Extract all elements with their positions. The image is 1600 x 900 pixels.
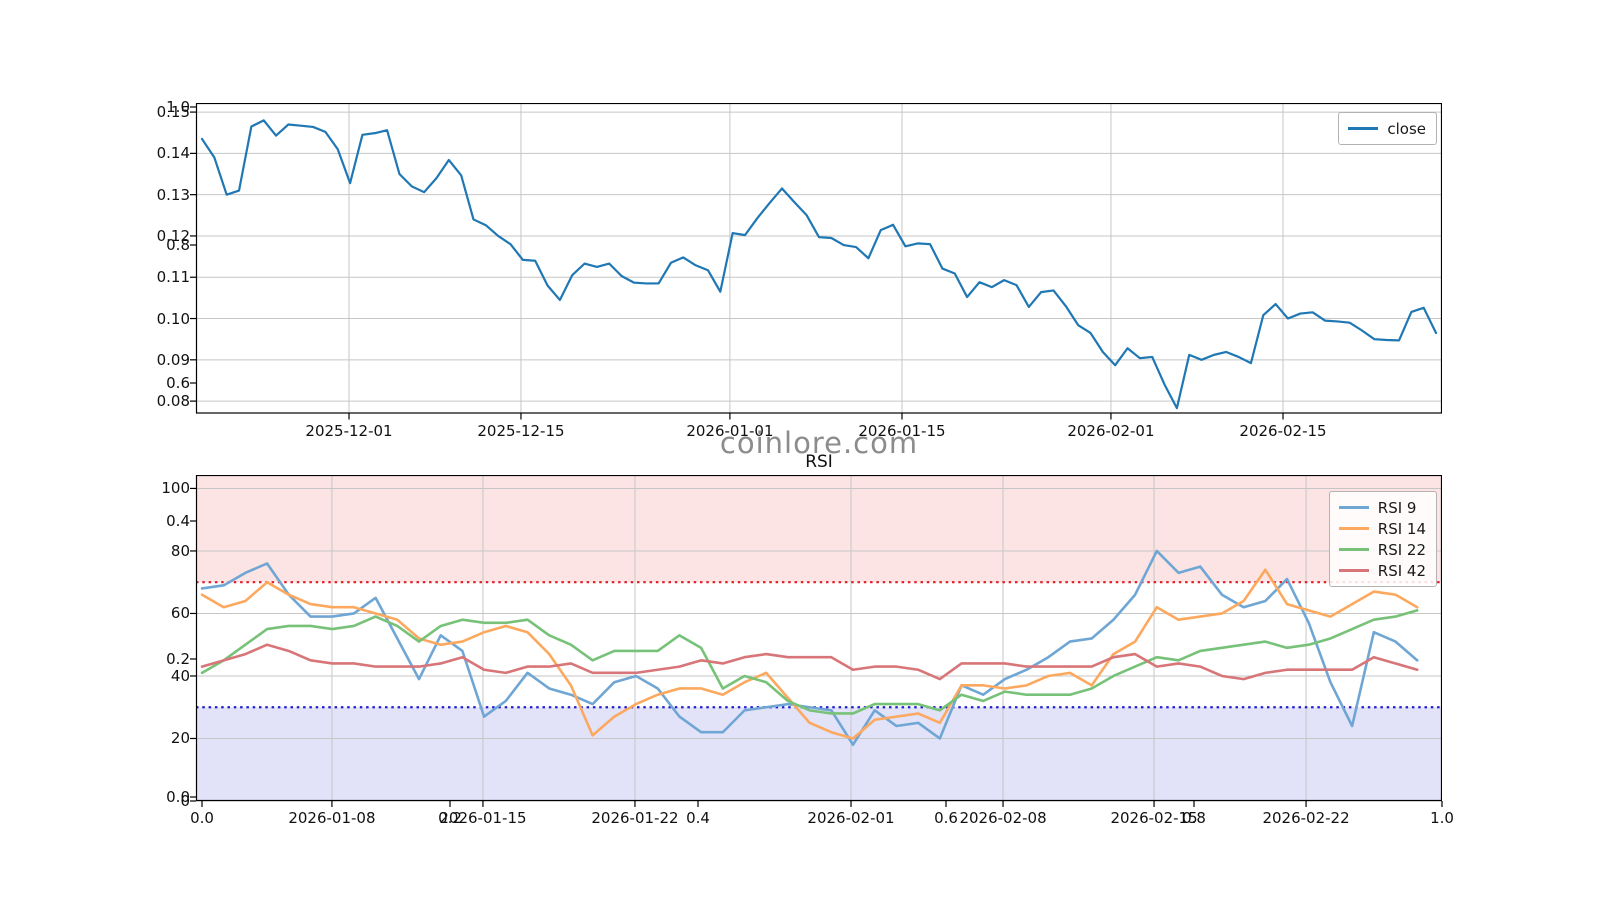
y-tick-label: 40 <box>170 666 190 685</box>
legend-label-close: close <box>1387 119 1426 138</box>
y-tick-label: 80 <box>170 541 190 560</box>
y-tick-label: 0 <box>180 792 190 810</box>
x-tick-label: 2026-02-22 <box>1262 809 1350 827</box>
legend-row: RSI 22 <box>1338 539 1426 560</box>
legend-row: RSI 9 <box>1338 497 1426 518</box>
x-tick-label: 2026-01-01 <box>686 421 774 440</box>
rsi14-line-swatch <box>1338 527 1369 530</box>
y-tick-label: 20 <box>170 729 190 748</box>
x-tick-label: 2026-02-08 <box>959 809 1047 827</box>
watermark: coinlore.com <box>719 426 919 460</box>
x-tick-label: 2025-12-01 <box>305 421 393 440</box>
figure-y-tick-label: 0.6 <box>166 374 190 392</box>
legend-row: close <box>1348 118 1426 139</box>
x-tick-label: 2026-02-01 <box>807 809 895 827</box>
figure-x-tick-label: 0.6 <box>934 809 958 827</box>
figure-y-tick-label: 1.0 <box>166 98 190 116</box>
figure-x-tick-label: 0.8 <box>1182 809 1206 827</box>
legend-label: RSI 22 <box>1377 540 1426 559</box>
y-tick-label: 0.09 <box>156 350 190 369</box>
price-chart-plot <box>190 103 1442 420</box>
y-tick-label: 0.14 <box>156 144 190 163</box>
y-tick-label: 0.10 <box>156 309 190 328</box>
close-line-swatch <box>1348 127 1379 130</box>
figure-x-tick-label: 0.4 <box>686 809 710 827</box>
figure-y-tick-label: 0.0 <box>166 788 190 806</box>
figure-x-tick-label: 1.0 <box>1430 809 1454 827</box>
legend-row: RSI 14 <box>1338 518 1426 539</box>
rsi9-line-swatch <box>1338 506 1369 509</box>
figure-y-tick-label: 0.4 <box>166 512 190 530</box>
x-tick-label: 2026-02-15 <box>1239 421 1327 440</box>
y-tick-label: 0.11 <box>156 268 190 287</box>
rsi-chart-title: RSI <box>805 452 833 472</box>
x-tick-label: 2026-02-01 <box>1067 421 1155 440</box>
x-tick-label: 2026-02-15 <box>1110 809 1198 827</box>
y-tick-label: 60 <box>170 604 190 623</box>
legend-label: RSI 14 <box>1377 519 1426 538</box>
rsi-chart-plot <box>190 475 1442 807</box>
x-tick-label: 2026-01-08 <box>288 809 376 827</box>
price-chart-legend: close <box>1338 112 1437 145</box>
figure-y-tick-label: 0.8 <box>166 236 190 254</box>
figure-y-tick-label: 0.2 <box>166 650 190 668</box>
y-tick-label: 0.08 <box>156 392 190 411</box>
figure-x-tick-label: 0.0 <box>190 809 214 827</box>
rsi42-line-swatch <box>1338 569 1369 572</box>
x-tick-label: 2026-01-22 <box>591 809 679 827</box>
y-tick-label: 0.15 <box>156 103 190 122</box>
legend-label: RSI 42 <box>1377 561 1426 580</box>
y-tick-label: 0.12 <box>156 226 190 245</box>
figure-x-tick-label: 0.2 <box>438 809 462 827</box>
legend-label: RSI 9 <box>1377 498 1417 517</box>
y-tick-label: 0.13 <box>156 185 190 204</box>
rsi22-line-swatch <box>1338 548 1369 551</box>
x-tick-label: 2026-01-15 <box>858 421 946 440</box>
x-tick-label: 2025-12-15 <box>477 421 565 440</box>
x-tick-label: 2026-01-15 <box>439 809 527 827</box>
rsi-chart-legend: RSI 9 RSI 14 RSI 22 RSI 42 <box>1328 491 1437 587</box>
y-tick-label: 100 <box>161 479 190 498</box>
legend-row: RSI 42 <box>1338 560 1426 581</box>
